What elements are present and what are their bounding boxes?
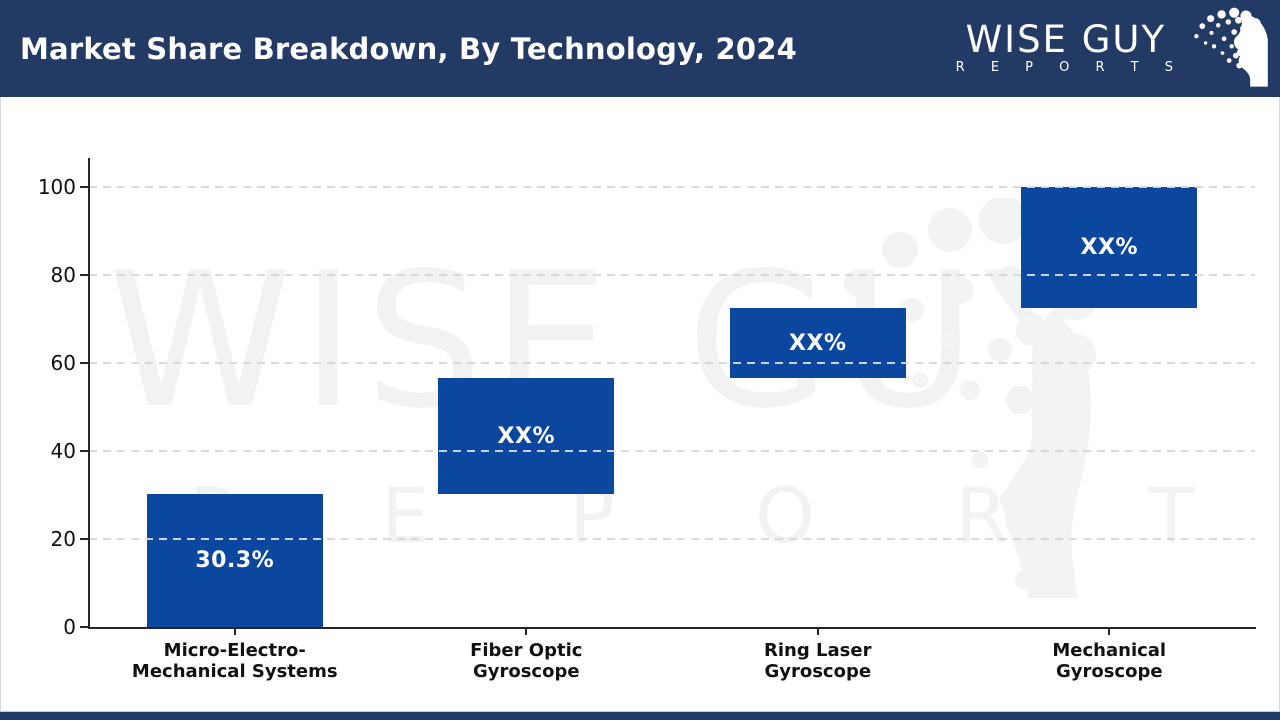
bar-value-label: XX%: [497, 423, 555, 449]
x-axis-category-line: Gyroscope: [764, 661, 872, 683]
logo-wordmark: WISE GUY: [965, 17, 1167, 61]
watermark-reports-text: R E P O R T S: [188, 471, 1280, 560]
y-axis-tick: [80, 274, 89, 276]
bar-value-label: XX%: [1080, 235, 1138, 261]
y-axis-tick-label: 40: [50, 439, 76, 463]
y-axis-tick: [80, 186, 89, 188]
x-axis-category-line: Ring Laser: [764, 640, 872, 661]
waterfall-bar: XX%: [438, 378, 615, 494]
header-bar: Market Share Breakdown, By Technology, 2…: [0, 0, 1280, 97]
x-axis-category-label: Micro-Electro- Mechanical Systems: [90, 640, 380, 682]
y-axis-tick-label: 100: [37, 175, 76, 199]
x-axis-line: [88, 627, 1256, 629]
logo-face-icon: [1194, 7, 1268, 87]
x-axis-category-line: Fiber Optic: [470, 640, 583, 661]
x-axis-category-line: Micro-Electro-: [163, 640, 306, 661]
y-axis-tick: [80, 450, 89, 452]
y-axis-tick-label: 60: [50, 351, 76, 375]
y-axis-tick: [80, 626, 89, 628]
page-title: Market Share Breakdown, By Technology, 2…: [20, 31, 798, 66]
gridline: [89, 538, 1255, 540]
gridline: [89, 362, 1255, 364]
x-axis-category-line: Gyroscope: [1055, 661, 1163, 683]
bar-value-label: XX%: [789, 330, 847, 356]
footer-bar: [0, 711, 1280, 720]
bar-value-label: 30.3%: [195, 547, 275, 573]
gridline: [89, 186, 1255, 188]
y-axis-line: [88, 158, 90, 629]
x-axis-tick: [816, 629, 819, 635]
waterfall-bar: 30.3%: [146, 493, 323, 627]
waterfall-bar: XX%: [1021, 187, 1198, 309]
logo-text: WISE GUY R E P O R T S: [948, 17, 1184, 76]
x-axis-tick: [1108, 629, 1111, 635]
y-axis-tick-label: 0: [63, 615, 76, 639]
y-axis-tick-label: 80: [50, 263, 76, 287]
gridline: [89, 450, 1255, 452]
x-axis-tick: [525, 629, 528, 635]
x-axis-category-line: Mechanical: [1052, 640, 1167, 661]
x-axis-category-line: Mechanical Systems: [131, 661, 338, 683]
x-axis-category-label: Mechanical Gyroscope: [964, 640, 1254, 682]
waterfall-bar: XX%: [729, 308, 906, 379]
x-axis-category-label: Ring Laser Gyroscope: [673, 640, 963, 682]
x-axis-category-line: Gyroscope: [472, 661, 580, 683]
x-axis-tick: [233, 629, 236, 635]
y-axis-tick: [80, 538, 89, 540]
y-axis-tick-label: 20: [50, 527, 76, 551]
x-axis-category-label: Fiber Optic Gyroscope: [381, 640, 671, 682]
gridline: [89, 274, 1255, 276]
logo-reports-text: R E P O R T S: [955, 60, 1184, 76]
y-axis-tick: [80, 362, 89, 364]
wise-guy-reports-logo: WISE GUY R E P O R T S: [948, 6, 1272, 90]
